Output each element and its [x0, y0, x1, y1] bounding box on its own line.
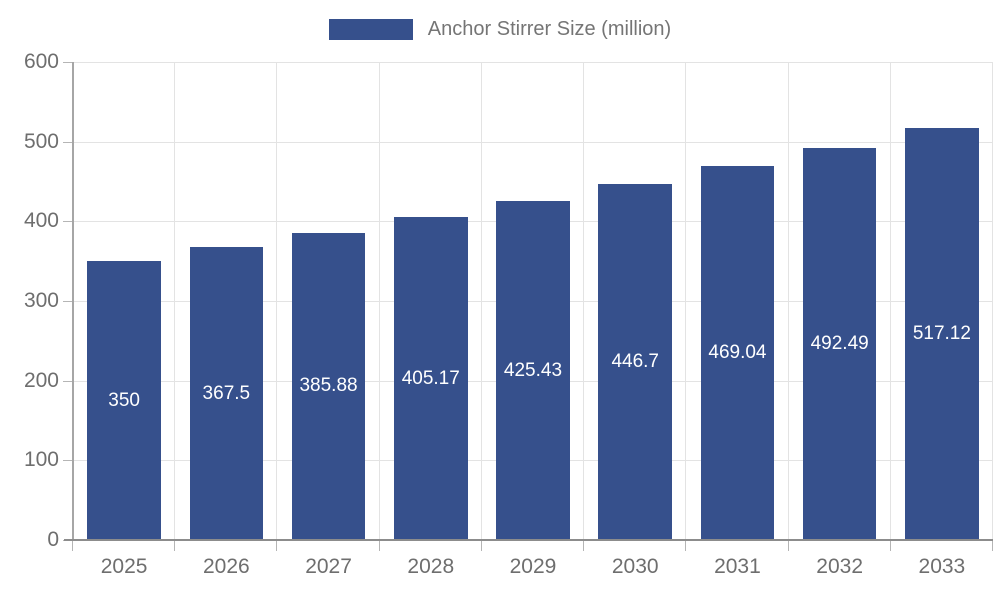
- gridline-vertical: [276, 62, 278, 540]
- gridline-vertical: [787, 62, 789, 540]
- bar-value-label: 425.43: [503, 359, 563, 381]
- y-axis-tick-mark: [63, 380, 73, 382]
- bar-value-label: 469.04: [708, 342, 767, 364]
- y-axis-tick-mark: [63, 62, 73, 63]
- bar-2033[interactable]: [905, 128, 979, 540]
- plot-area: 0 100 200 300 400 500 600 350 2025 367.5 2026 385.8…: [24, 50, 993, 578]
- x-axis-tick-mark: [889, 541, 891, 551]
- bar-2029[interactable]: [496, 201, 570, 540]
- bar-value-label: 367.5: [202, 382, 251, 404]
- y-axis-line: [72, 62, 74, 540]
- gridline-vertical: [889, 62, 891, 540]
- x-axis-tick-label: 2031: [714, 555, 761, 578]
- y-axis-tick-label: 0: [47, 528, 59, 551]
- y-axis-tick-mark: [63, 301, 73, 302]
- gridline-vertical: [378, 62, 380, 540]
- bar-2026[interactable]: [189, 247, 264, 540]
- bar-2032[interactable]: [802, 147, 877, 540]
- bar-value-label: 405.17: [401, 367, 460, 389]
- x-axis-tick-mark: [992, 541, 993, 551]
- bar-value-label: 385.88: [299, 375, 358, 397]
- legend-label: Anchor Stirrer Size (million): [427, 18, 672, 40]
- x-axis-tick-label: 2029: [509, 555, 557, 578]
- gridline-vertical: [174, 62, 176, 540]
- x-axis-tick-mark: [174, 541, 176, 551]
- category-column: 425.43 2029: [482, 62, 584, 578]
- x-axis-tick-mark: [583, 541, 585, 551]
- category-column: 517.12 2033: [891, 62, 993, 578]
- y-axis-tick-label: 100: [23, 448, 59, 472]
- category-column: 446.7 2030: [584, 62, 686, 578]
- y-axis-tick-mark: [63, 141, 73, 143]
- gridline-vertical: [583, 62, 585, 540]
- x-axis-tick-label: 2030: [611, 555, 659, 578]
- bar-value-label: 492.49: [810, 332, 869, 354]
- x-axis-tick-label: 2033: [918, 555, 966, 578]
- legend-swatch-icon: [328, 19, 413, 40]
- bar-2027[interactable]: [291, 232, 366, 540]
- x-axis-tick-mark: [72, 541, 73, 551]
- category-column: 350 2025: [73, 62, 175, 578]
- category-column: 469.04 2031: [686, 62, 788, 578]
- legend[interactable]: Anchor Stirrer Size (million): [0, 18, 1000, 41]
- gridline-vertical: [992, 62, 993, 540]
- category-column: 367.5 2026: [175, 62, 277, 578]
- x-axis-line: [64, 539, 993, 541]
- bar-2025[interactable]: [87, 261, 161, 540]
- y-axis-tick-label: 500: [23, 129, 59, 153]
- x-axis-tick-label: 2028: [407, 555, 455, 578]
- x-axis-tick-label: 2032: [816, 555, 864, 578]
- bar-2030[interactable]: [598, 184, 672, 540]
- y-axis-tick-label: 400: [23, 209, 59, 233]
- x-axis-tick-mark: [787, 541, 789, 551]
- gridline-vertical: [480, 62, 482, 540]
- x-axis-tick-label: 2026: [202, 555, 250, 578]
- x-axis-tick-mark: [685, 541, 687, 551]
- gridline-horizontal: [73, 141, 993, 143]
- bar-2031[interactable]: [700, 166, 775, 540]
- x-axis-tick-mark: [480, 541, 482, 551]
- y-axis-tick-mark: [63, 460, 73, 462]
- y-axis-tick-label: 200: [23, 368, 59, 392]
- bar-value-label: 517.12: [912, 323, 971, 344]
- x-axis-tick-mark: [276, 541, 278, 551]
- category-column: 492.49 2032: [789, 62, 891, 578]
- category-column: 405.17 2028: [380, 62, 482, 578]
- y-axis-tick-label: 300: [23, 289, 59, 312]
- category-column: 385.88 2027: [277, 62, 379, 578]
- y-axis-tick-mark: [63, 221, 73, 223]
- gridline-horizontal: [73, 62, 993, 63]
- bar-value-label: 350: [108, 389, 140, 411]
- bar-2028[interactable]: [393, 217, 468, 540]
- bar-value-label: 446.7: [611, 351, 659, 373]
- gridline-vertical: [685, 62, 687, 540]
- x-axis-tick-label: 2025: [100, 555, 148, 578]
- x-axis-tick-label: 2027: [305, 555, 352, 578]
- y-axis-tick-label: 600: [23, 50, 59, 73]
- x-axis-tick-mark: [378, 541, 380, 551]
